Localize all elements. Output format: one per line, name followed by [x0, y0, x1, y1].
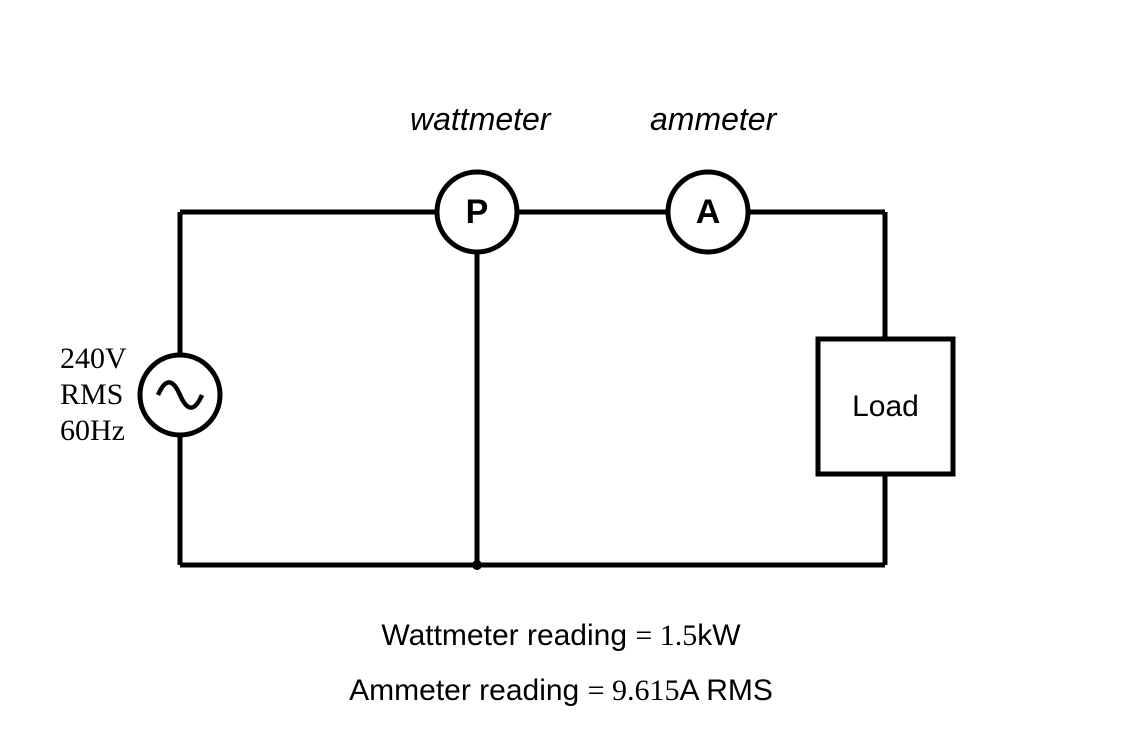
source-label-line: 240V: [60, 342, 127, 375]
node-dot: [472, 560, 482, 570]
ammeter-letter: A: [696, 193, 721, 231]
wattmeter-letter: P: [466, 193, 489, 231]
reading-wattmeter: Wattmeter reading = 1.5kW: [381, 619, 741, 652]
reading-ammeter: Ammeter reading = 9.615A RMS: [349, 674, 773, 707]
load-label: Load: [852, 390, 919, 423]
ammeter-label: ammeter: [650, 101, 778, 137]
source-label-line: 60Hz: [60, 414, 125, 447]
wattmeter-label: wattmeter: [410, 101, 552, 137]
circuit-diagram: 240VRMS60Hz Pwattmeter Aammeter Load Wattmet…: [0, 0, 1123, 755]
source-label-line: RMS: [60, 378, 123, 411]
